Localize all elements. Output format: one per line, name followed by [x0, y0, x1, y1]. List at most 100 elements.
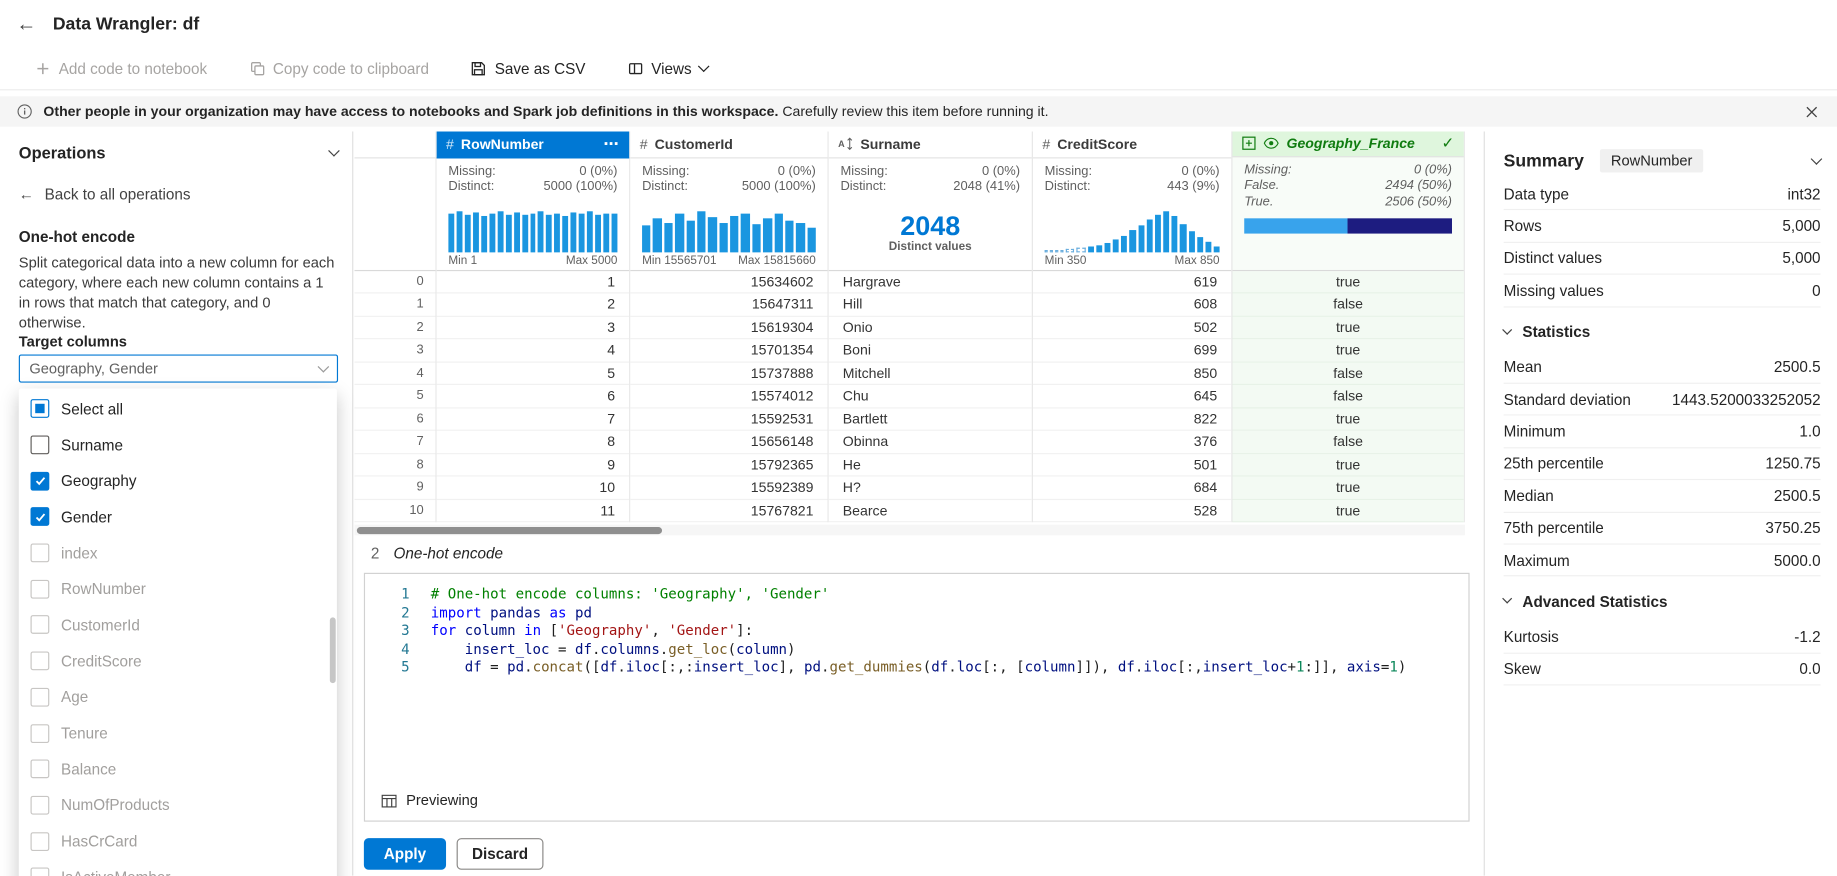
code-preview-box[interactable]: 1 # One-hot encode columns: 'Geography', …	[363, 572, 1470, 822]
chevron-down-icon[interactable]	[1810, 152, 1823, 165]
cell-customerid[interactable]: 15619304	[630, 316, 828, 340]
row-index[interactable]: 9	[354, 477, 436, 500]
add-code-to-notebook-button[interactable]: Add code to notebook	[35, 59, 207, 77]
dropdown-option-select-all[interactable]: Select all	[19, 391, 328, 427]
cell-geography_france[interactable]: true	[1232, 270, 1464, 294]
checkbox-unchecked[interactable]	[30, 687, 50, 707]
cell-customerid[interactable]: 15634602	[630, 271, 828, 294]
cell-surname[interactable]: Onio	[828, 316, 1032, 340]
checkbox-unchecked[interactable]	[30, 795, 50, 815]
cell-geography_france[interactable]: true	[1232, 339, 1464, 363]
scrollbar-thumb[interactable]	[329, 617, 336, 684]
column-header-creditscore[interactable]: # CreditScore	[1032, 131, 1232, 158]
checkbox-unchecked[interactable]	[30, 651, 50, 671]
row-index[interactable]: 1	[354, 293, 436, 317]
scrollbar-thumb[interactable]	[356, 526, 663, 534]
cell-creditscore[interactable]: 376	[1032, 431, 1232, 454]
apply-button[interactable]: Apply	[363, 838, 447, 870]
checkbox-checked[interactable]	[30, 471, 50, 491]
checkbox-unchecked[interactable]	[30, 759, 50, 779]
cell-creditscore[interactable]: 502	[1032, 316, 1232, 340]
cell-rownumber[interactable]: 6	[436, 385, 630, 408]
cell-rownumber[interactable]: 11	[436, 499, 630, 523]
cell-surname[interactable]: Boni	[828, 339, 1032, 363]
checkbox-unchecked[interactable]	[30, 543, 50, 563]
cell-geography_france[interactable]: true	[1232, 407, 1464, 431]
cell-creditscore[interactable]: 608	[1032, 293, 1232, 317]
column-header-rownumber[interactable]: # RowNumber ⋯	[436, 131, 630, 158]
checkbox-unchecked[interactable]	[30, 723, 50, 743]
save-as-csv-button[interactable]: Save as CSV	[471, 59, 586, 77]
cell-creditscore[interactable]: 501	[1032, 454, 1232, 477]
checkbox-unchecked[interactable]	[30, 867, 50, 876]
cell-surname[interactable]: Mitchell	[828, 362, 1032, 386]
chevron-down-icon[interactable]	[328, 144, 340, 157]
column-header-customerid[interactable]: # CustomerId	[630, 131, 828, 158]
cell-customerid[interactable]: 15656148	[630, 431, 828, 454]
row-index[interactable]: 10	[354, 499, 436, 523]
discard-button[interactable]: Discard	[456, 838, 544, 870]
dropdown-scrollbar[interactable]	[329, 389, 336, 876]
cell-customerid[interactable]: 15767821	[630, 499, 828, 523]
row-index[interactable]: 3	[354, 339, 436, 363]
cell-surname[interactable]: Bartlett	[828, 408, 1032, 431]
row-index[interactable]: 4	[354, 362, 436, 386]
cell-customerid[interactable]: 15737888	[630, 362, 828, 386]
cell-customerid[interactable]: 15701354	[630, 339, 828, 363]
cell-surname[interactable]: Hargrave	[828, 271, 1032, 294]
cell-surname[interactable]: Bearce	[828, 499, 1032, 523]
checkbox-indeterminate[interactable]	[30, 399, 50, 419]
cell-rownumber[interactable]: 1	[436, 271, 630, 294]
cell-surname[interactable]: He	[828, 454, 1032, 477]
cell-rownumber[interactable]: 10	[436, 477, 630, 500]
row-index[interactable]: 8	[354, 454, 436, 477]
checkbox-unchecked[interactable]	[30, 615, 50, 635]
cell-rownumber[interactable]: 5	[436, 362, 630, 386]
statistics-section-header[interactable]: Statistics	[1502, 312, 1821, 352]
dropdown-option-geography[interactable]: Geography	[19, 463, 328, 499]
cell-customerid[interactable]: 15574012	[630, 385, 828, 408]
cell-creditscore[interactable]: 645	[1032, 385, 1232, 408]
target-columns-combobox[interactable]: Geography, Gender	[18, 354, 339, 383]
views-dropdown-button[interactable]: Views	[628, 59, 710, 77]
cell-creditscore[interactable]: 699	[1032, 339, 1232, 363]
cell-surname[interactable]: Hill	[828, 293, 1032, 317]
cell-rownumber[interactable]: 2	[436, 293, 630, 317]
cell-creditscore[interactable]: 684	[1032, 477, 1232, 500]
cell-customerid[interactable]: 15792365	[630, 454, 828, 477]
advanced-statistics-section-header[interactable]: Advanced Statistics	[1502, 581, 1821, 621]
back-to-operations-link[interactable]: ← Back to all operations	[19, 185, 191, 203]
cell-rownumber[interactable]: 7	[436, 408, 630, 431]
checkbox-unchecked[interactable]	[30, 579, 50, 599]
cell-geography_france[interactable]: false	[1232, 430, 1464, 454]
cell-rownumber[interactable]: 3	[436, 316, 630, 340]
cell-surname[interactable]: Chu	[828, 385, 1032, 408]
cell-geography_france[interactable]: true	[1232, 453, 1464, 477]
cell-surname[interactable]: Obinna	[828, 431, 1032, 454]
cell-rownumber[interactable]: 4	[436, 339, 630, 363]
cell-rownumber[interactable]: 9	[436, 454, 630, 477]
horizontal-scrollbar[interactable]	[354, 524, 1465, 536]
more-options-icon[interactable]: ⋯	[603, 134, 620, 153]
cell-creditscore[interactable]: 850	[1032, 362, 1232, 386]
cell-creditscore[interactable]: 822	[1032, 408, 1232, 431]
dropdown-option-surname[interactable]: Surname	[19, 427, 328, 463]
checkbox-unchecked[interactable]	[30, 435, 50, 455]
cell-customerid[interactable]: 15592389	[630, 477, 828, 500]
checkbox-checked[interactable]	[30, 507, 50, 527]
cell-creditscore[interactable]: 619	[1032, 271, 1232, 294]
back-arrow-icon[interactable]: ←	[16, 12, 37, 35]
code-editor[interactable]: 1 # One-hot encode columns: 'Geography', …	[381, 586, 1468, 677]
cell-geography_france[interactable]: true	[1232, 316, 1464, 340]
cell-geography_france[interactable]: true	[1232, 476, 1464, 500]
copy-code-button[interactable]: Copy code to clipboard	[249, 59, 429, 77]
row-index[interactable]: 7	[354, 431, 436, 454]
row-index[interactable]: 0	[354, 271, 436, 294]
cell-geography_france[interactable]: false	[1232, 293, 1464, 317]
cell-surname[interactable]: H?	[828, 477, 1032, 500]
close-icon[interactable]	[1803, 103, 1821, 121]
cell-customerid[interactable]: 15592531	[630, 408, 828, 431]
checkbox-unchecked[interactable]	[30, 831, 50, 851]
cell-rownumber[interactable]: 8	[436, 431, 630, 454]
column-header-geography-france[interactable]: Geography_France ✓	[1232, 131, 1464, 158]
